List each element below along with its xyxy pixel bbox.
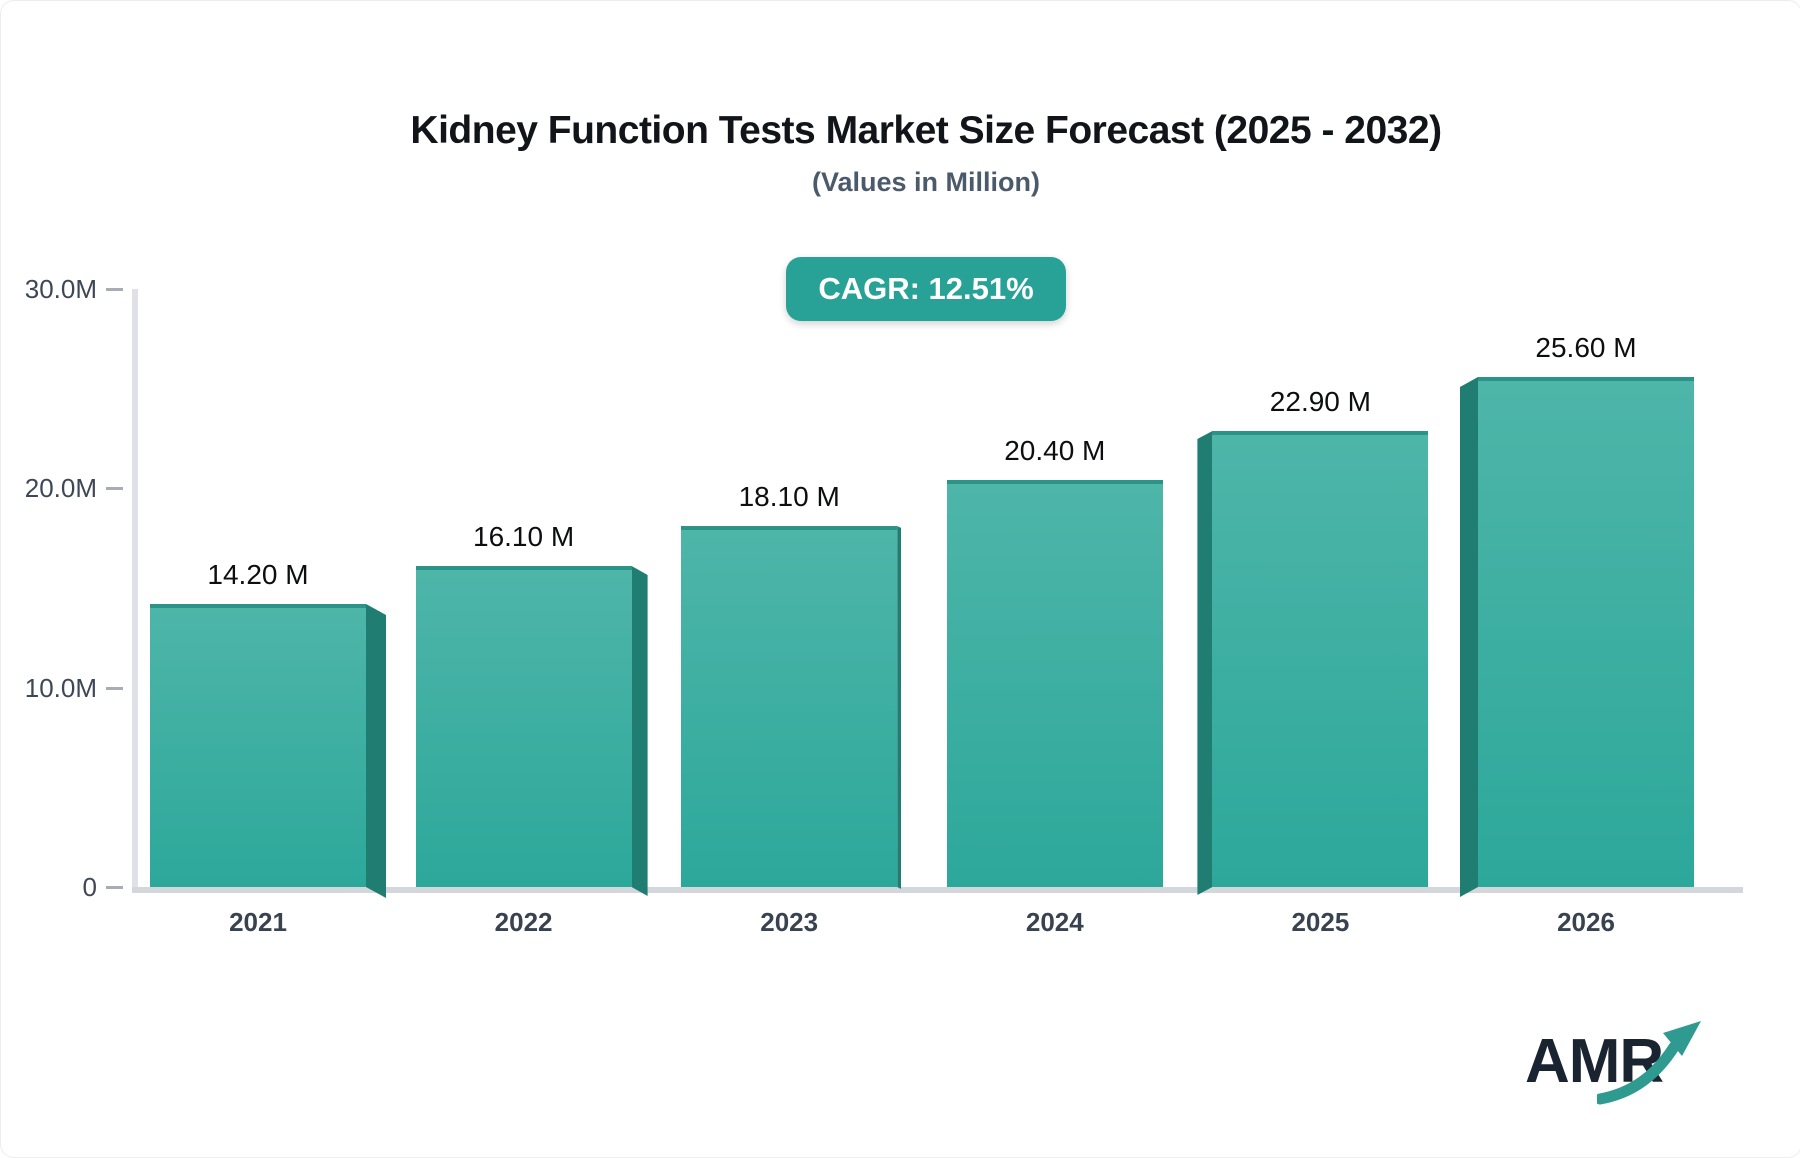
y-axis-tick-label: 30.0M <box>24 274 97 305</box>
chart-subtitle: (Values in Million) <box>811 167 1041 197</box>
bar-value-label: 20.40 M <box>1004 435 1106 466</box>
y-axis-line <box>132 289 138 893</box>
x-axis-label: 2026 <box>1557 907 1615 937</box>
x-axis-label: 2022 <box>494 907 553 937</box>
x-axis-line <box>132 887 1743 893</box>
bar-2024[interactable] <box>946 480 1163 887</box>
bar-2025[interactable] <box>1212 431 1429 887</box>
y-axis-tick-label: 0 <box>82 872 97 902</box>
bar-2026[interactable] <box>1478 377 1694 887</box>
amr-logo-arrow-icon <box>1597 1021 1701 1105</box>
y-axis-tick-mark <box>106 686 123 690</box>
bar-side-face <box>1460 377 1478 897</box>
x-axis-label: 2023 <box>760 907 819 937</box>
bar-value-label: 18.10 M <box>738 481 840 512</box>
bar-side-face <box>897 526 901 889</box>
chart-title: Kidney Function Tests Market Size Foreca… <box>410 109 1442 152</box>
bar-2023[interactable] <box>681 526 898 887</box>
bar-value-label: 25.60 M <box>1535 332 1637 363</box>
bar-side-face <box>632 566 648 896</box>
chart-header: Kidney Function Tests Market Size Foreca… <box>51 1 1800 198</box>
bar-value-label: 14.20 M <box>207 559 309 590</box>
y-axis-tick-mark <box>106 288 123 292</box>
bar-value-label: 22.90 M <box>1269 386 1371 417</box>
x-axis-label: 2025 <box>1291 907 1350 937</box>
cagr-badge-row: CAGR: 12.51% <box>51 257 1800 321</box>
y-axis-tick-label: 10.0M <box>24 672 97 703</box>
y-axis-tick-mark <box>106 487 123 491</box>
x-axis-label: 2021 <box>229 907 287 937</box>
bar-side-face <box>1197 431 1212 895</box>
x-axis-label: 2024 <box>1025 907 1084 937</box>
bar-2022[interactable] <box>415 566 632 887</box>
y-axis-tick-mark <box>106 886 123 889</box>
bar-2021[interactable] <box>150 604 366 887</box>
y-axis-tick-label: 20.0M <box>24 473 97 504</box>
bar-value-label: 16.10 M <box>473 521 575 552</box>
bar-side-face <box>366 604 386 898</box>
cagr-badge: CAGR: 12.51% <box>786 257 1066 321</box>
